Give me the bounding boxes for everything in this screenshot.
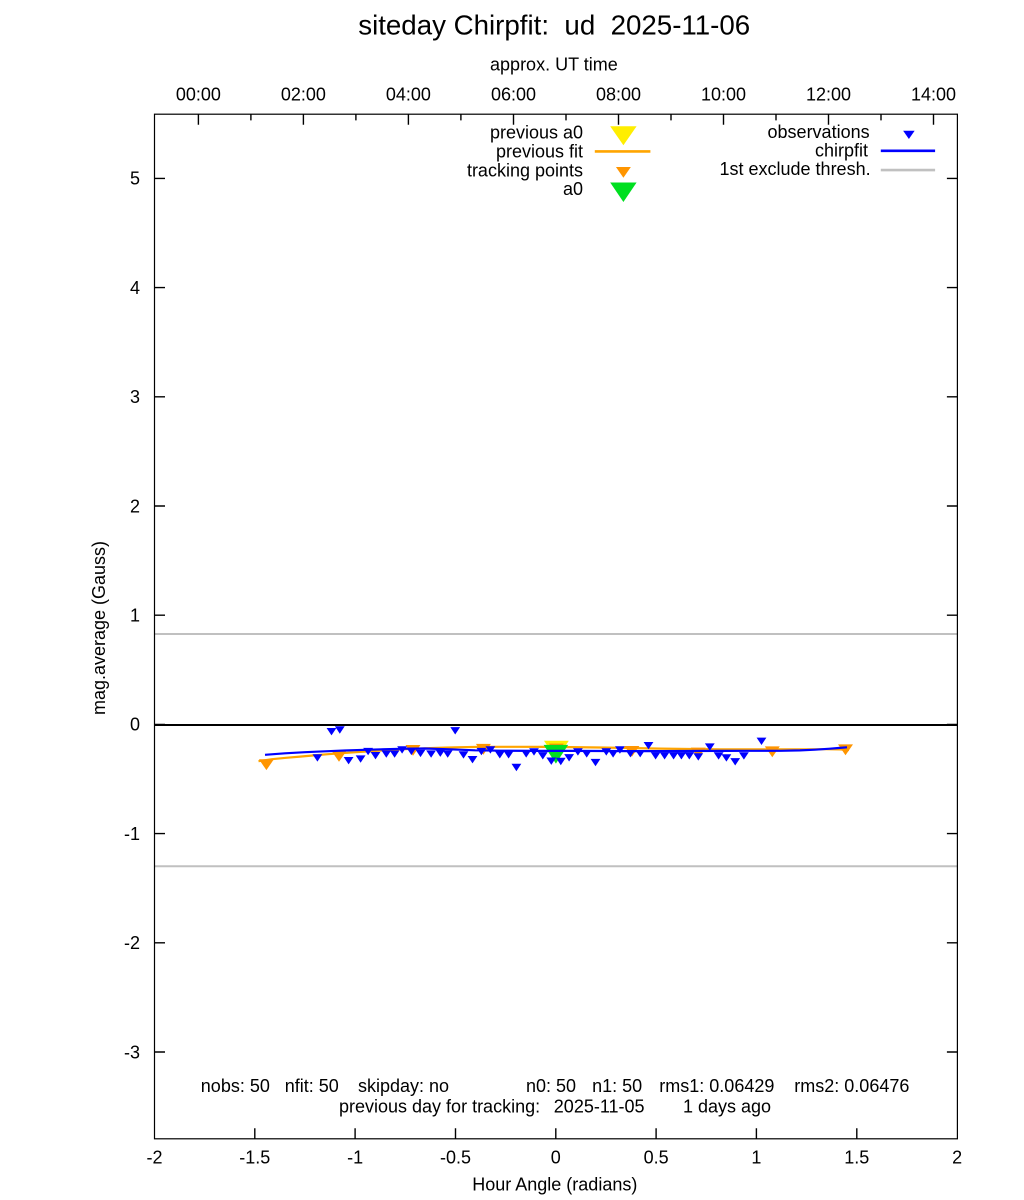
svg-text:2: 2 xyxy=(952,1148,962,1168)
svg-text:1.5: 1.5 xyxy=(844,1148,869,1168)
svg-text:-1: -1 xyxy=(124,824,140,844)
svg-text:nobs: 50: nobs: 50 xyxy=(201,1076,270,1096)
svg-text:chirpfit: chirpfit xyxy=(815,141,868,161)
svg-text:Hour Angle (radians): Hour Angle (radians) xyxy=(472,1175,637,1195)
svg-text:observations: observations xyxy=(768,122,870,142)
svg-text:n0: 50: n0: 50 xyxy=(526,1076,576,1096)
svg-text:previous fit: previous fit xyxy=(496,142,583,162)
svg-text:04:00: 04:00 xyxy=(386,84,431,104)
svg-text:0: 0 xyxy=(130,715,140,735)
svg-text:1st exclude thresh.: 1st exclude thresh. xyxy=(720,159,871,179)
svg-text:3: 3 xyxy=(130,387,140,407)
svg-text:2: 2 xyxy=(130,496,140,516)
svg-text:skipday: no: skipday: no xyxy=(358,1076,449,1096)
svg-text:02:00: 02:00 xyxy=(281,84,326,104)
svg-text:rms1: 0.06429: rms1: 0.06429 xyxy=(659,1076,774,1096)
svg-text:08:00: 08:00 xyxy=(596,84,641,104)
svg-text:approx. UT time: approx. UT time xyxy=(490,55,618,75)
svg-text:nfit: 50: nfit: 50 xyxy=(285,1076,339,1096)
svg-text:-0.5: -0.5 xyxy=(440,1148,471,1168)
svg-text:00:00: 00:00 xyxy=(176,84,221,104)
svg-text:n1: 50: n1: 50 xyxy=(592,1076,642,1096)
svg-text:0: 0 xyxy=(551,1148,561,1168)
svg-text:1: 1 xyxy=(751,1148,761,1168)
svg-text:1 days ago: 1 days ago xyxy=(683,1097,771,1117)
svg-text:10:00: 10:00 xyxy=(701,84,746,104)
svg-text:-2: -2 xyxy=(124,933,140,953)
svg-text:5: 5 xyxy=(130,169,140,189)
svg-text:-1: -1 xyxy=(347,1148,363,1168)
svg-text:4: 4 xyxy=(130,278,140,298)
svg-text:previous day for tracking:: previous day for tracking: xyxy=(339,1097,540,1117)
svg-text:tracking points: tracking points xyxy=(467,161,583,181)
svg-text:previous a0: previous a0 xyxy=(490,123,583,143)
svg-text:06:00: 06:00 xyxy=(491,84,536,104)
svg-text:a0: a0 xyxy=(563,179,583,199)
svg-text:-2: -2 xyxy=(146,1148,162,1168)
svg-text:0.5: 0.5 xyxy=(644,1148,669,1168)
svg-text:12:00: 12:00 xyxy=(806,84,851,104)
svg-text:mag.average (Gauss): mag.average (Gauss) xyxy=(89,541,109,715)
svg-text:siteday Chirpfit: ud 2025-11: siteday Chirpfit: ud 2025-11-06 xyxy=(358,9,750,40)
svg-text:14:00: 14:00 xyxy=(911,84,956,104)
svg-text:-1.5: -1.5 xyxy=(239,1148,270,1168)
svg-text:-3: -3 xyxy=(124,1042,140,1062)
svg-text:1: 1 xyxy=(130,606,140,626)
svg-text:2025-11-05: 2025-11-05 xyxy=(554,1097,645,1117)
svg-text:rms2: 0.06476: rms2: 0.06476 xyxy=(794,1076,909,1096)
